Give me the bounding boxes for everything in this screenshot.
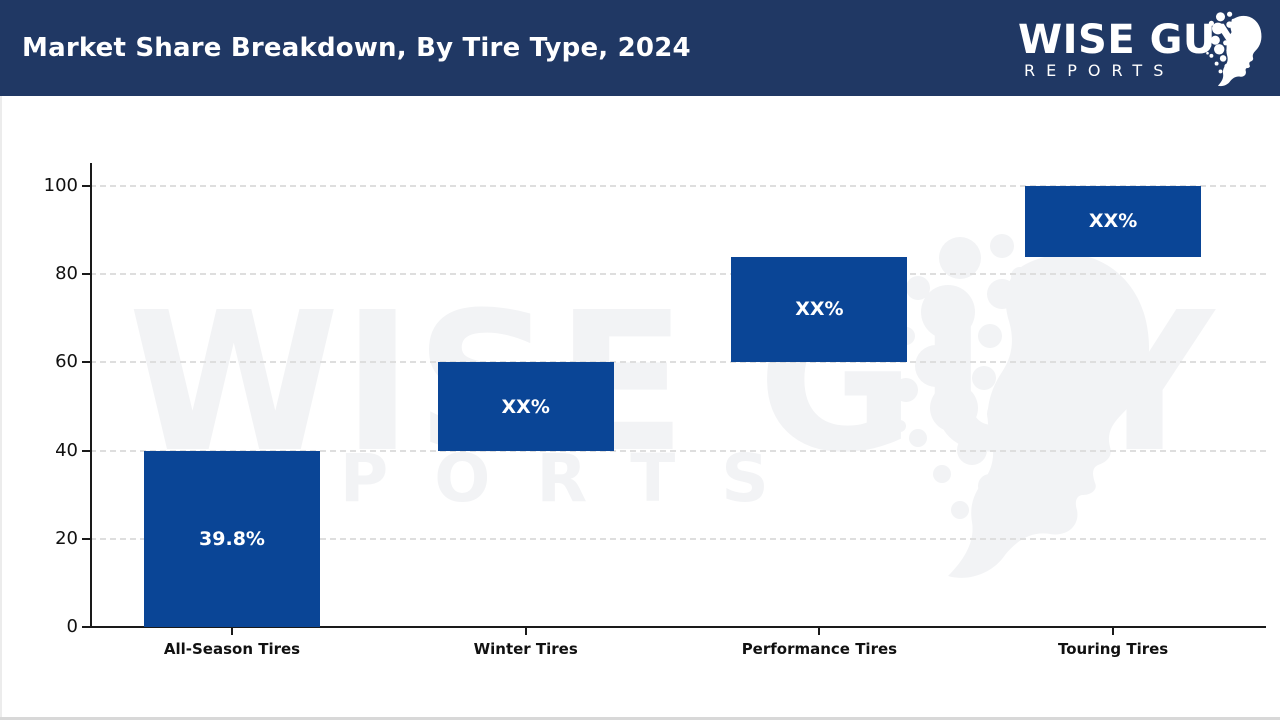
y-tick-label-100: 100 (43, 175, 78, 196)
bar-value-label-winter-tires: XX% (501, 395, 550, 418)
y-axis-line (90, 163, 92, 628)
x-axis-line (90, 626, 1266, 628)
x-tick-label-winter-tires: Winter Tires (473, 640, 578, 658)
wiseguy-logo-icon: WISE GUY REPORTS (1018, 11, 1262, 87)
gridline-100 (90, 185, 1266, 187)
bar-winter-tires: XX% (437, 362, 614, 452)
x-tick-performance-tires (818, 628, 821, 635)
y-tick-0 (82, 626, 90, 628)
y-tick-label-80: 80 (55, 263, 78, 285)
chart-title: Market Share Breakdown, By Tire Type, 20… (22, 33, 691, 63)
y-tick-40 (82, 449, 90, 452)
y-tick-80 (82, 273, 90, 276)
wiseguy-logo: WISE GUY REPORTS (1016, 7, 1266, 89)
bar-performance-tires: XX% (731, 256, 908, 363)
bar-value-label-touring-tires: XX% (1088, 210, 1138, 233)
bottom-rule (0, 717, 1280, 720)
x-tick-label-performance-tires: Performance Tires (741, 640, 898, 658)
y-tick-label-0: 0 (66, 616, 78, 637)
y-tick-label-60: 60 (55, 351, 78, 373)
gridline-60 (90, 361, 1266, 364)
bar-all-season-tires: 39.8% (144, 451, 320, 627)
y-tick-20 (82, 537, 90, 540)
logo-line2: REPORTS (1024, 61, 1174, 80)
y-tick-60 (82, 361, 90, 364)
x-tick-winter-tires (524, 628, 527, 635)
y-tick-label-40: 40 (55, 439, 78, 461)
bar-value-label-all-season-tires: 39.8% (199, 528, 265, 551)
gridline-40 (90, 449, 1266, 452)
x-tick-label-all-season-tires: All-Season Tires (163, 640, 301, 658)
gridline-80 (90, 273, 1266, 276)
header-bar: Market Share Breakdown, By Tire Type, 20… (0, 0, 1280, 96)
x-tick-all-season-tires (231, 628, 233, 635)
x-tick-label-touring-tires: Touring Tires (1057, 640, 1169, 658)
bar-touring-tires: XX% (1025, 186, 1202, 257)
gridline-20 (90, 537, 1266, 540)
y-tick-label-20: 20 (55, 527, 78, 549)
bar-value-label-performance-tires: XX% (795, 298, 844, 321)
x-tick-touring-tires (1112, 628, 1115, 635)
watermark-head-icon (888, 234, 1150, 578)
logo-line1: WISE GUY (1018, 17, 1246, 63)
y-tick-100 (82, 185, 90, 187)
